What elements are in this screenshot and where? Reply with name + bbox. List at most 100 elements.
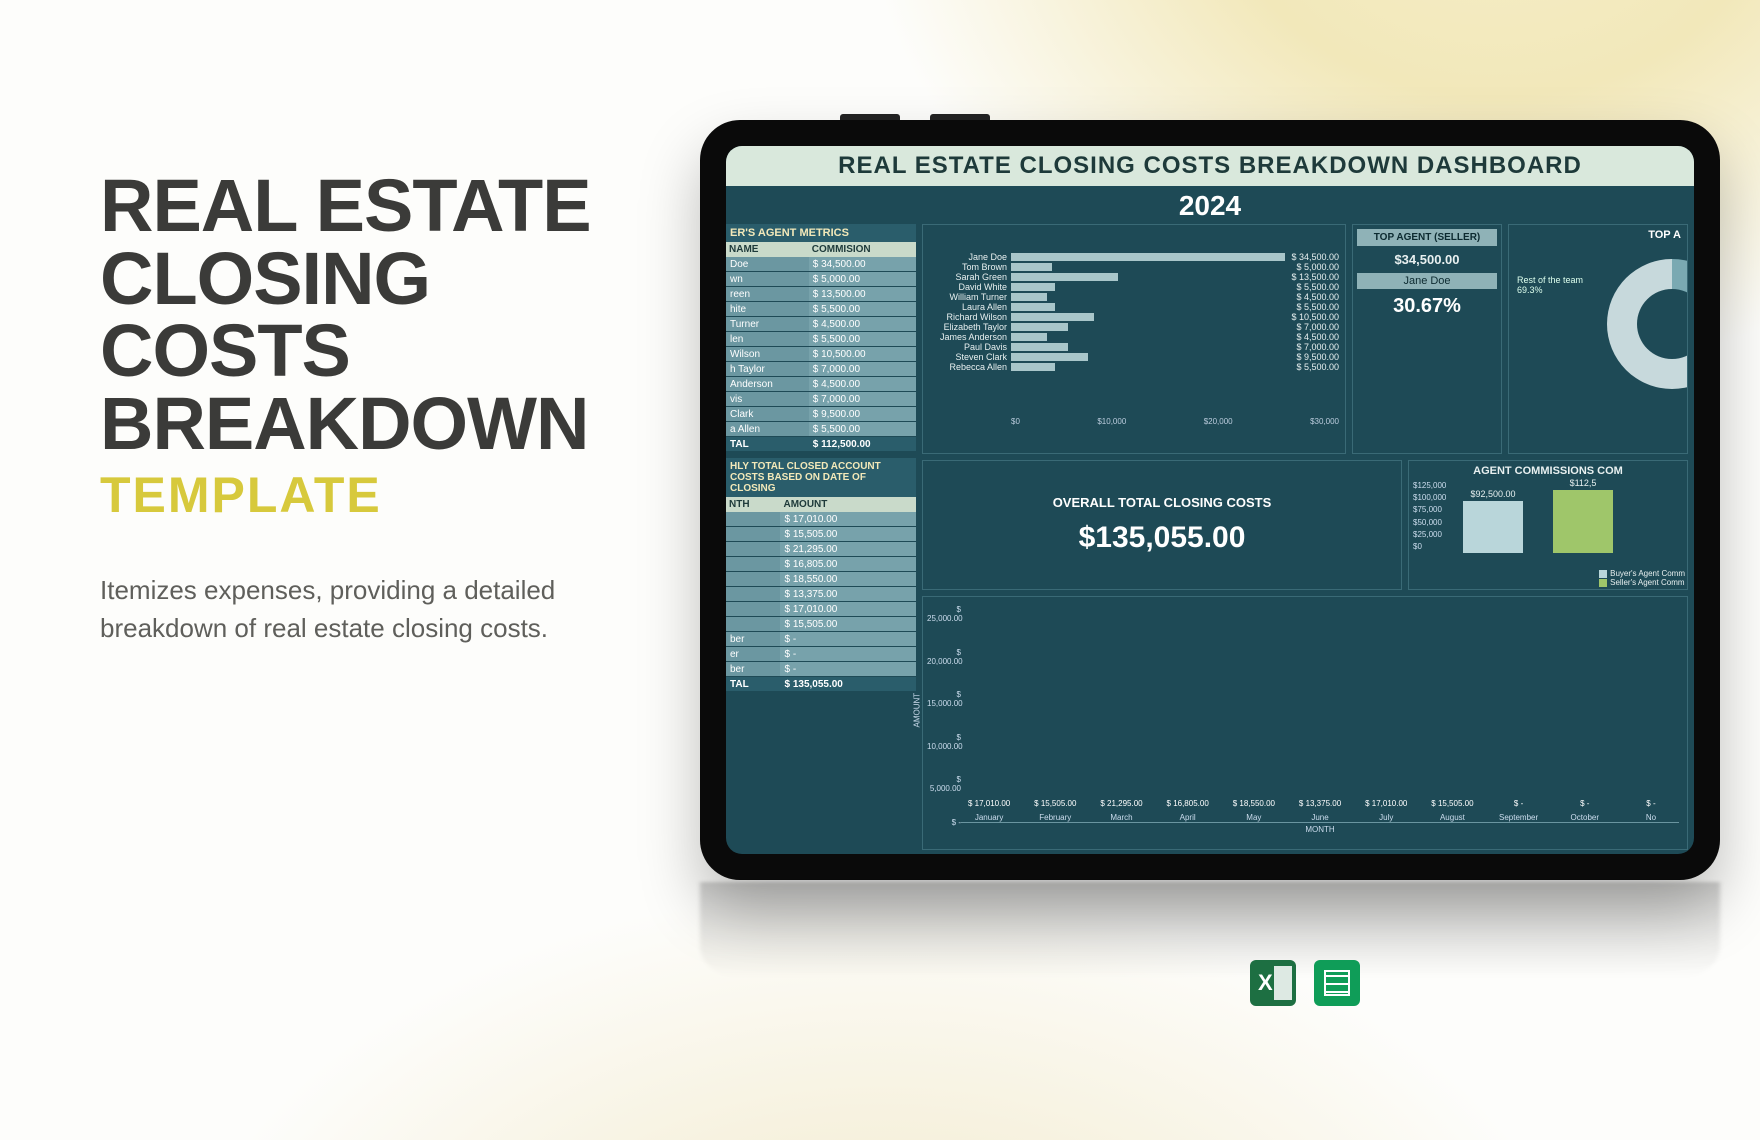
hbar-label: Elizabeth Taylor bbox=[929, 322, 1007, 332]
legend-swatch bbox=[1599, 579, 1607, 587]
agent-comm-cell: $ 5,500.00 bbox=[809, 302, 916, 317]
donut-rest-pct: 69.3% bbox=[1517, 285, 1543, 295]
hero-template-label: TEMPLATE bbox=[100, 466, 660, 524]
commission-compare-chart: AGENT COMMISSIONS COM $125,000$100,000$7… bbox=[1408, 460, 1688, 590]
legend-item: Seller's Agent Comm bbox=[1599, 578, 1685, 587]
agent-comm-cell: $ 10,500.00 bbox=[809, 347, 916, 362]
monthly-x-label: MONTH bbox=[961, 825, 1679, 834]
agent-comm-cell: $ 13,500.00 bbox=[809, 287, 916, 302]
hbar-row: Tom Brown $ 5,000.00 bbox=[929, 262, 1339, 272]
table-row: ber$ - bbox=[726, 632, 916, 647]
table-row: Turner$ 4,500.00 bbox=[726, 317, 916, 332]
agent-name-cell: Wilson bbox=[726, 347, 809, 362]
hbar-value: $ 10,500.00 bbox=[1291, 312, 1339, 322]
hbar-fill bbox=[1011, 323, 1068, 331]
hbar-value: $ 5,500.00 bbox=[1296, 362, 1339, 372]
hbar-track bbox=[1011, 323, 1290, 331]
monthly-table: NTH AMOUNT $ 17,010.00$ 15,505.00$ 21,29… bbox=[726, 497, 916, 692]
hbar-value: $ 5,000.00 bbox=[1296, 262, 1339, 272]
axis-tick: $30,000 bbox=[1310, 417, 1339, 426]
top-agent-amount: $34,500.00 bbox=[1357, 246, 1497, 273]
table-row: Doe$ 34,500.00 bbox=[726, 257, 916, 272]
top-agent-pct: 30.67% bbox=[1357, 289, 1497, 324]
hbar-track bbox=[1011, 293, 1290, 301]
dashboard-body: ER'S AGENT METRICS NAME COMMISION Doe$ 3… bbox=[726, 224, 1694, 854]
hbar-fill bbox=[1011, 313, 1094, 321]
hbar-value: $ 9,500.00 bbox=[1296, 352, 1339, 362]
table-row: a Allen$ 5,500.00 bbox=[726, 422, 916, 437]
hbar-row: James Anderson $ 4,500.00 bbox=[929, 332, 1339, 342]
monthly-y-axis: $ 25,000.00$ 20,000.00$ 15,000.00$ 10,00… bbox=[927, 605, 961, 827]
axis-tick: $ 10,000.00 bbox=[927, 733, 961, 751]
bar-value-label: $ - bbox=[1646, 799, 1655, 808]
hbar-track bbox=[1011, 353, 1290, 361]
hbar-track bbox=[1011, 363, 1290, 371]
hbar-label: Laura Allen bbox=[929, 302, 1007, 312]
month-label: September bbox=[1499, 813, 1538, 822]
tablet-reflection bbox=[700, 882, 1720, 978]
agent-name-cell: a Allen bbox=[726, 422, 809, 437]
monthly-bar: $ 16,805.00 April bbox=[1160, 799, 1216, 822]
title-line: REAL ESTATE bbox=[100, 164, 591, 247]
bar-value-label: $ 18,550.00 bbox=[1233, 799, 1275, 808]
hbar-row: Laura Allen $ 5,500.00 bbox=[929, 302, 1339, 312]
hbar-fill bbox=[1011, 333, 1047, 341]
bar-fill bbox=[1553, 490, 1613, 553]
agent-name-cell: Clark bbox=[726, 407, 809, 422]
month-cell bbox=[726, 617, 780, 632]
agent-comm-cell: $ 34,500.00 bbox=[809, 257, 916, 272]
hbar-fill bbox=[1011, 253, 1285, 261]
hbar-track bbox=[1011, 283, 1290, 291]
hbar-track bbox=[1011, 263, 1290, 271]
hbar-fill bbox=[1011, 303, 1055, 311]
agent-name-cell: h Taylor bbox=[726, 362, 809, 377]
table-row: vis$ 7,000.00 bbox=[726, 392, 916, 407]
table-row: $ 15,505.00 bbox=[726, 527, 916, 542]
agent-hbar-chart: Jane Doe $ 34,500.00Tom Brown $ 5,000.00… bbox=[922, 224, 1346, 454]
table-row: $ 17,010.00 bbox=[726, 602, 916, 617]
agent-name-cell: hite bbox=[726, 302, 809, 317]
month-label: May bbox=[1246, 813, 1261, 822]
bar-value-label: $ 17,010.00 bbox=[968, 799, 1010, 808]
overall-value: $135,055.00 bbox=[929, 521, 1395, 555]
amount-cell: $ 18,550.00 bbox=[780, 572, 916, 587]
month-cell: er bbox=[726, 647, 780, 662]
table-row: $ 21,295.00 bbox=[726, 542, 916, 557]
table-row: reen$ 13,500.00 bbox=[726, 287, 916, 302]
axis-tick: $20,000 bbox=[1204, 417, 1233, 426]
amount-cell: $ 13,375.00 bbox=[780, 587, 916, 602]
legend-item: Buyer's Agent Comm bbox=[1599, 569, 1685, 578]
hbar-label: David White bbox=[929, 282, 1007, 292]
table-row: Anderson$ 4,500.00 bbox=[726, 377, 916, 392]
agent-comm-cell: $ 7,000.00 bbox=[809, 362, 916, 377]
month-label: June bbox=[1311, 813, 1328, 822]
bar-value-label: $ 21,295.00 bbox=[1100, 799, 1142, 808]
axis-tick: $10,000 bbox=[1097, 417, 1126, 426]
hbar-label: Steven Clark bbox=[929, 352, 1007, 362]
hbar-row: Paul Davis $ 7,000.00 bbox=[929, 342, 1339, 352]
hbar-value: $ 7,000.00 bbox=[1296, 342, 1339, 352]
hbar-row: Rebecca Allen $ 5,500.00 bbox=[929, 362, 1339, 372]
table-row: hite$ 5,500.00 bbox=[726, 302, 916, 317]
table-row: Clark$ 9,500.00 bbox=[726, 407, 916, 422]
month-cell bbox=[726, 587, 780, 602]
hero-subtitle: Itemizes expenses, providing a detailed … bbox=[100, 572, 660, 647]
app-icons-row bbox=[1250, 960, 1360, 1006]
month-label: April bbox=[1180, 813, 1196, 822]
month-label: No bbox=[1646, 813, 1656, 822]
table-row: wn$ 5,000.00 bbox=[726, 272, 916, 287]
bar-value-label: $ - bbox=[1514, 799, 1523, 808]
agent-comm-cell: $ 5,500.00 bbox=[809, 332, 916, 347]
table-row: $ 17,010.00 bbox=[726, 512, 916, 527]
dashboard-title: REAL ESTATE CLOSING COSTS BREAKDOWN DASH… bbox=[726, 146, 1694, 186]
axis-tick: $75,000 bbox=[1413, 505, 1446, 514]
hbar-label: Rebecca Allen bbox=[929, 362, 1007, 372]
hbar-value: $ 34,500.00 bbox=[1291, 252, 1339, 262]
total-label: TAL bbox=[726, 437, 809, 452]
top-agent-name: Jane Doe bbox=[1357, 273, 1497, 289]
agent-comm-cell: $ 9,500.00 bbox=[809, 407, 916, 422]
agent-metrics-title: ER'S AGENT METRICS bbox=[726, 224, 916, 242]
bar-value-label: $ 15,505.00 bbox=[1034, 799, 1076, 808]
monthly-section-title: HLY TOTAL CLOSED ACCOUNT COSTS BASED ON … bbox=[726, 458, 916, 497]
legend-text: Seller's Agent Comm bbox=[1610, 578, 1684, 587]
